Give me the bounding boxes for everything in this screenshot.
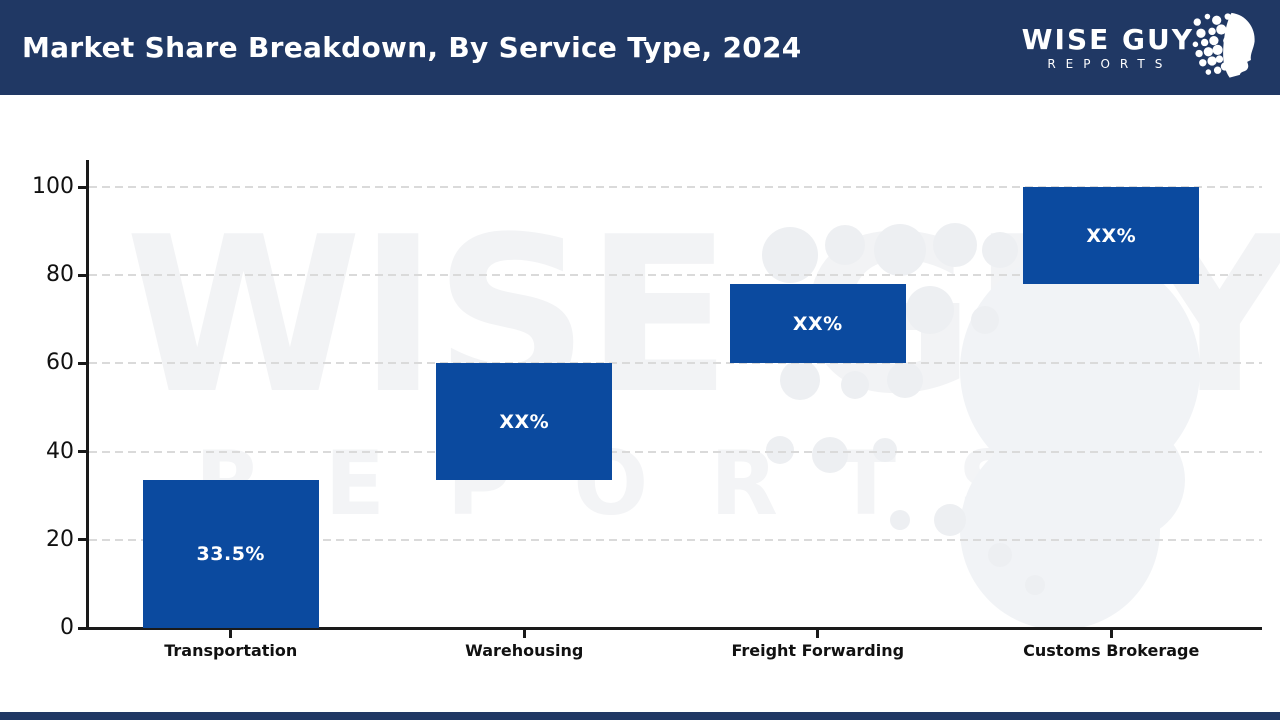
- x-tick-mark: [816, 630, 820, 638]
- x-tick-mark: [229, 630, 233, 638]
- brand-logo: WISE GUY REPORTS: [1022, 9, 1262, 87]
- bar-customs-brokerage: XX%: [1023, 187, 1200, 285]
- y-tick-mark: [78, 185, 86, 189]
- y-tick-label: 0: [60, 615, 74, 640]
- x-axis-line: [86, 627, 1262, 630]
- y-gridline: [89, 362, 1262, 365]
- bar-value-label: 33.5%: [196, 543, 265, 566]
- bar-transportation: 33.5%: [142, 480, 319, 628]
- x-category-label: Warehousing: [465, 641, 584, 660]
- bar-value-label: XX%: [1086, 224, 1137, 247]
- brand-head-icon: [1188, 9, 1262, 87]
- y-tick-label: 40: [46, 438, 74, 464]
- y-tick-label: 80: [46, 262, 74, 288]
- bar-warehousing: XX%: [436, 363, 613, 481]
- y-tick-mark: [78, 361, 86, 365]
- y-tick-mark: [78, 626, 86, 630]
- y-tick-mark: [78, 538, 86, 542]
- brand-logo-secondary-text: REPORTS: [1047, 56, 1173, 71]
- brand-logo-primary-text: WISE GUY: [1021, 22, 1194, 56]
- bar-value-label: XX%: [499, 410, 550, 433]
- brand-logo-text: WISE GUY REPORTS: [1021, 22, 1194, 71]
- y-tick-label: 60: [46, 350, 74, 376]
- y-gridline: [89, 450, 1262, 453]
- x-tick-mark: [522, 630, 526, 638]
- x-tick-mark: [1109, 630, 1113, 638]
- y-tick-mark: [78, 450, 86, 454]
- y-gridline: [89, 274, 1262, 277]
- y-tick-label: 20: [46, 526, 74, 552]
- footer-bar: [0, 712, 1280, 720]
- x-category-label: Freight Forwarding: [731, 641, 905, 660]
- y-gridline: [89, 186, 1262, 188]
- bar-value-label: XX%: [792, 312, 843, 335]
- x-category-label: Transportation: [164, 641, 298, 660]
- header-banner: Market Share Breakdown, By Service Type,…: [0, 0, 1280, 95]
- y-tick-mark: [78, 273, 86, 277]
- page-title: Market Share Breakdown, By Service Type,…: [22, 31, 802, 64]
- bar-freight-forwarding: XX%: [729, 284, 906, 364]
- y-axis-line: [86, 160, 89, 630]
- x-category-label: Customs Brokerage: [1023, 641, 1200, 660]
- y-gridline: [89, 538, 1262, 541]
- y-tick-label: 100: [32, 174, 74, 199]
